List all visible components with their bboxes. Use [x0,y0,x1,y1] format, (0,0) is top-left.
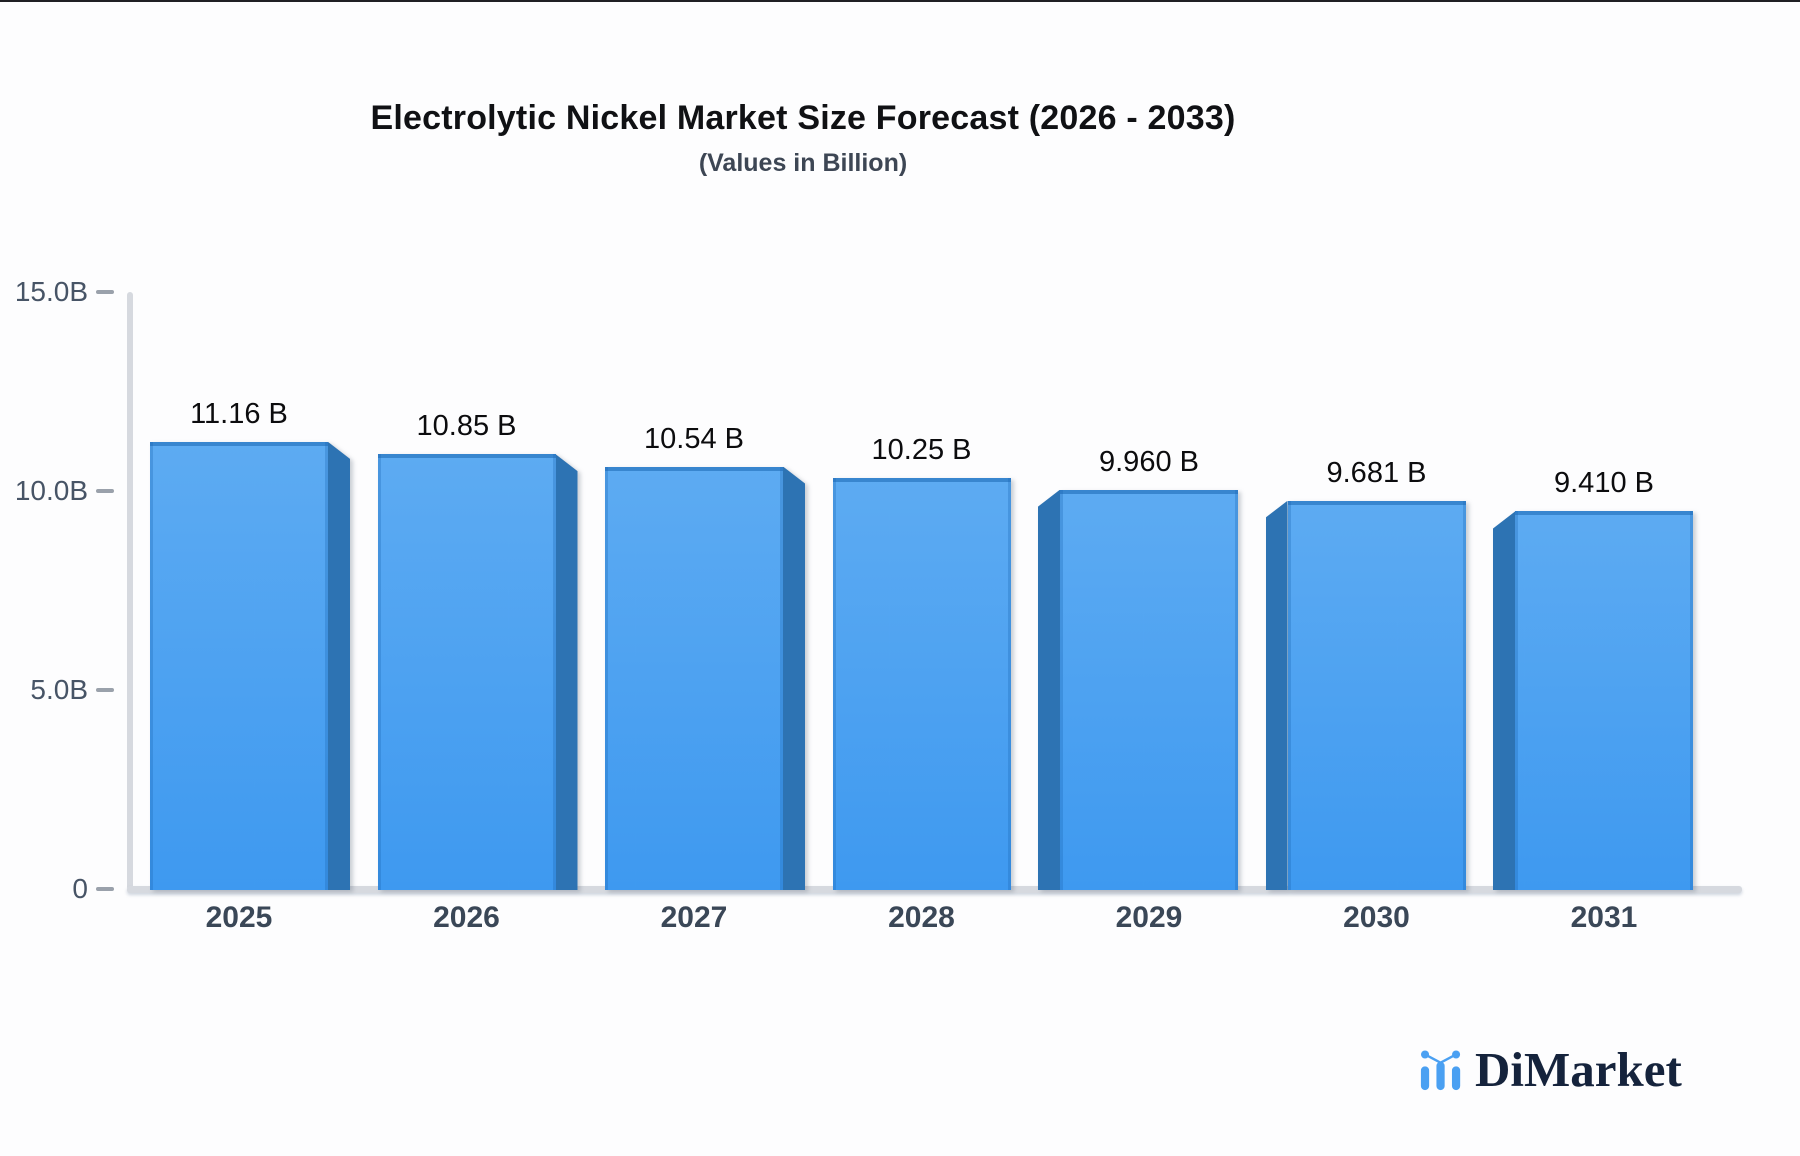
y-tick-label: 15.0B [14,276,88,307]
bar-face [605,466,783,890]
bar-face [1287,500,1466,890]
bar-line-chart-icon [1420,1050,1461,1091]
logo-text: DiMarket [1475,1042,1682,1097]
bar-face [1515,511,1693,890]
bar-side-left [1038,489,1060,890]
dimarket-logo: DiMarket [1420,1042,1682,1098]
bar-value-label: 9.410 B [1554,467,1654,500]
bar-side-right [783,466,805,890]
x-axis-label: 2029 [1115,901,1183,934]
y-tick-mark [96,290,114,294]
bar-value-label: 9.960 B [1099,445,1199,478]
x-axis-label: 2031 [1570,901,1638,934]
x-axis-label: 2026 [433,901,500,934]
bar-2031[interactable] [1493,511,1693,890]
bar-2030[interactable] [1265,500,1466,890]
x-axis-label: 2027 [660,901,728,934]
y-tick-label: 10.0B [14,475,88,506]
bar-side-left [1265,500,1288,890]
y-tick-mark [96,887,114,891]
bar-side-right [555,454,578,890]
x-axis-label: 2025 [205,901,273,934]
bar-face [1060,489,1238,890]
bar-2028[interactable] [832,478,1011,890]
y-tick-label: 5.0B [30,674,88,705]
bar-side-right [328,441,350,890]
y-tick-mark [96,688,114,692]
bar-2029[interactable] [1038,489,1238,890]
bar-side-left [1493,511,1515,890]
chart-header: Electrolytic Nickel Market Size Forecast… [3,96,1603,182]
chart-subtitle: (Values in Billion) [698,149,908,177]
bar-value-label: 9.681 B [1326,456,1427,489]
bar-face [832,478,1011,890]
y-axis-line [127,292,133,890]
bar-2027[interactable] [605,466,805,890]
bar-face [150,441,328,890]
x-axis-label: 2030 [1343,901,1410,934]
y-tick-mark [96,489,114,493]
y-tick-label: 0 [72,873,88,904]
bar-value-label: 10.85 B [416,410,517,443]
bar-value-label: 10.25 B [871,434,972,467]
chart-title: Electrolytic Nickel Market Size Forecast… [370,99,1236,137]
x-axis-label: 2028 [888,901,955,934]
bar-face [377,454,556,890]
bar-value-label: 10.54 B [644,422,744,455]
bar-2026[interactable] [377,454,578,890]
bar-2025[interactable] [150,441,350,890]
bar-value-label: 11.16 B [190,397,288,430]
